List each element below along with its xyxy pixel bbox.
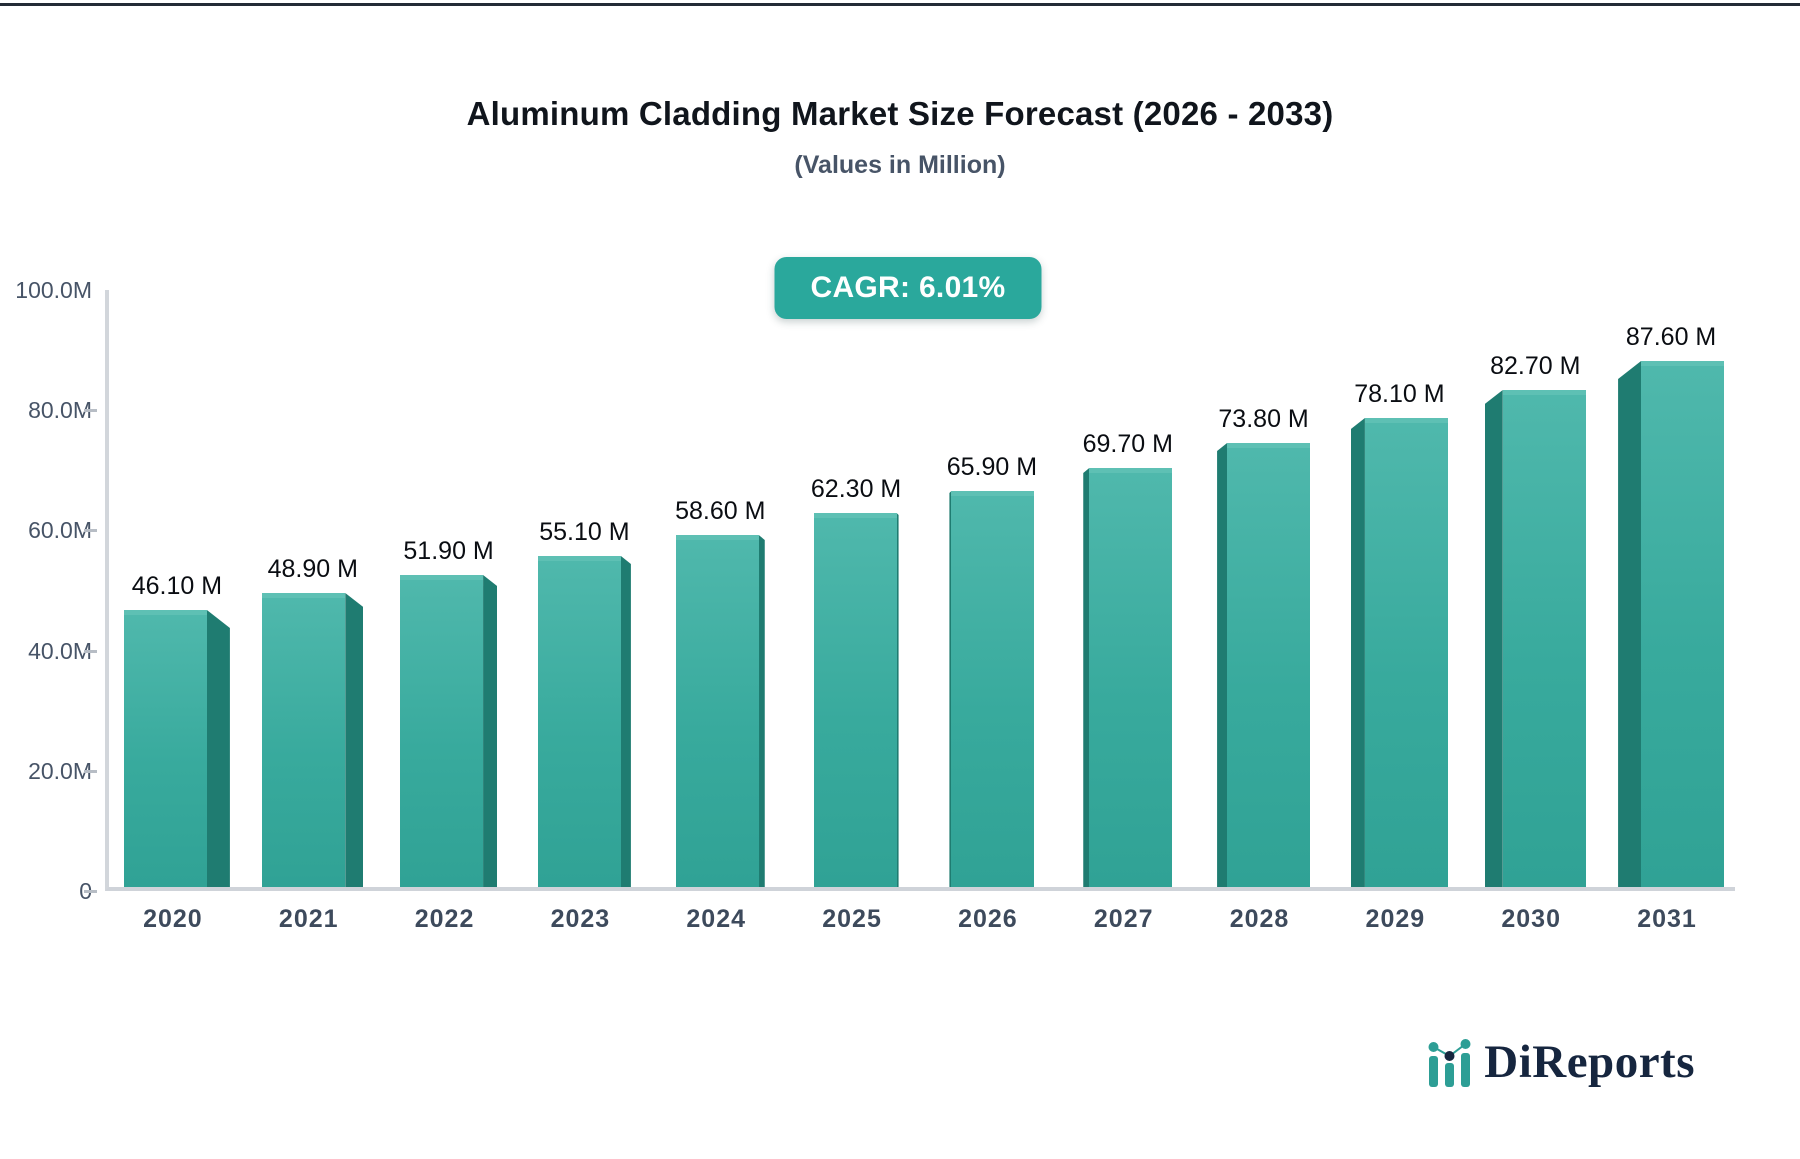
- bar-side: [620, 556, 631, 887]
- chart-card: Aluminum Cladding Market Size Forecast (…: [0, 3, 1800, 1156]
- bar-face: [1502, 390, 1586, 887]
- brand-logo: DiReports: [1428, 1035, 1695, 1089]
- bar-2029: 78.10 M: [1350, 380, 1448, 887]
- bar-2020: 46.10 M: [123, 572, 230, 887]
- chart-bars-logo-icon: [1428, 1036, 1474, 1088]
- chart-subtitle: (Values in Million): [794, 151, 1006, 179]
- bar-2030: 82.70 M: [1484, 352, 1586, 887]
- bar-value-label: 62.30 M: [810, 475, 902, 503]
- logo-text: DiReports: [1484, 1036, 1695, 1088]
- bar-2021: 48.90 M: [262, 555, 364, 887]
- y-tick-label: 0: [0, 877, 92, 905]
- bar-face: [675, 535, 759, 887]
- bar-face: [1641, 361, 1725, 887]
- bar-2028: 73.80 M: [1217, 405, 1311, 887]
- bar-value-label: 78.10 M: [1354, 380, 1445, 408]
- y-axis-labels: 100.0M 80.0M 60.0M 40.0M 20.0M 0: [0, 3, 105, 1159]
- y-tick-dash: [84, 649, 97, 653]
- x-axis-label-2025: 2025: [822, 905, 882, 933]
- bar-side: [758, 535, 765, 887]
- y-tick-label: 80.0M: [28, 397, 92, 424]
- bar-side: [1083, 468, 1090, 887]
- y-tick-label: 40.0M: [28, 637, 92, 664]
- bar-face: [262, 593, 346, 887]
- y-tick-label: 100.0M: [15, 277, 92, 303]
- bar-value-label: 73.80 M: [1218, 405, 1309, 433]
- bar-face: [123, 610, 207, 887]
- x-axis-label-2027: 2027: [1093, 905, 1154, 933]
- bar-2027: 69.70 M: [1083, 430, 1173, 887]
- x-axis-label-2028: 2028: [1229, 905, 1290, 933]
- x-axis-label-2031: 2031: [1637, 905, 1697, 933]
- bar-face: [400, 575, 484, 887]
- bar-value-label: 48.90 M: [267, 555, 358, 583]
- bar-value-label: 58.60 M: [675, 497, 766, 525]
- bar-2026: 65.90 M: [947, 453, 1037, 887]
- x-axis-label-2029: 2029: [1365, 905, 1426, 933]
- bar-face: [813, 513, 897, 887]
- x-axis-label-2024: 2024: [686, 905, 747, 933]
- bar-value-label: 65.90 M: [946, 453, 1038, 481]
- x-axis-label-2023: 2023: [550, 905, 611, 933]
- bar-side: [1350, 418, 1365, 887]
- x-axis-label-2022: 2022: [414, 905, 475, 933]
- bar-side: [206, 610, 230, 887]
- x-axis-labels: 2020 2021 2022 2023 2024 2025 2026 2027 2028 2029…: [105, 905, 1735, 934]
- bar-face: [951, 491, 1035, 887]
- bar-face: [1227, 443, 1311, 887]
- bar-side: [896, 513, 899, 887]
- x-axis-label-2021: 2021: [278, 905, 339, 933]
- y-tick-label: 60.0M: [28, 517, 92, 544]
- bar-2031: 87.60 M: [1618, 323, 1725, 887]
- y-tick-label: 20.0M: [28, 757, 92, 784]
- bar-face: [1089, 468, 1173, 887]
- bar-2025: 62.30 M: [811, 475, 901, 887]
- bar-value-label: 82.70 M: [1490, 352, 1581, 380]
- bar-side: [949, 491, 952, 887]
- cagr-badge: CAGR: 6.01%: [774, 257, 1042, 319]
- plot-area: 46.10 M 48.90 M 51.90 M 55.10 M 58.60 M 62.30…: [105, 290, 1735, 891]
- y-tick-dash: [84, 769, 97, 773]
- bar-value-label: 69.70 M: [1082, 430, 1173, 458]
- chart-title: Aluminum Cladding Market Size Forecast (…: [466, 95, 1334, 132]
- bar-side: [483, 575, 498, 887]
- bar-value-label: 46.10 M: [131, 572, 223, 600]
- y-tick-dash: [84, 409, 97, 413]
- bar-value-label: 87.60 M: [1625, 323, 1717, 351]
- bar-value-label: 51.90 M: [403, 537, 494, 565]
- x-axis-label-2030: 2030: [1501, 905, 1561, 933]
- x-axis-label-2026: 2026: [958, 905, 1018, 933]
- window-top-border: [0, 3, 1800, 6]
- bar-side: [1217, 443, 1228, 887]
- bar-face: [537, 556, 621, 887]
- y-tick-dash: [84, 529, 97, 533]
- x-axis-label-2020: 2020: [143, 905, 203, 933]
- bar-2024: 58.60 M: [675, 497, 765, 887]
- bar-value-label: 55.10 M: [539, 518, 630, 546]
- bar-2023: 55.10 M: [537, 518, 631, 887]
- y-tick-dash: [84, 890, 97, 893]
- bar-side: [345, 593, 364, 887]
- bar-side: [1484, 390, 1503, 887]
- bar-side: [1618, 361, 1642, 887]
- bar-face: [1364, 418, 1448, 887]
- bar-2022: 51.90 M: [400, 537, 498, 887]
